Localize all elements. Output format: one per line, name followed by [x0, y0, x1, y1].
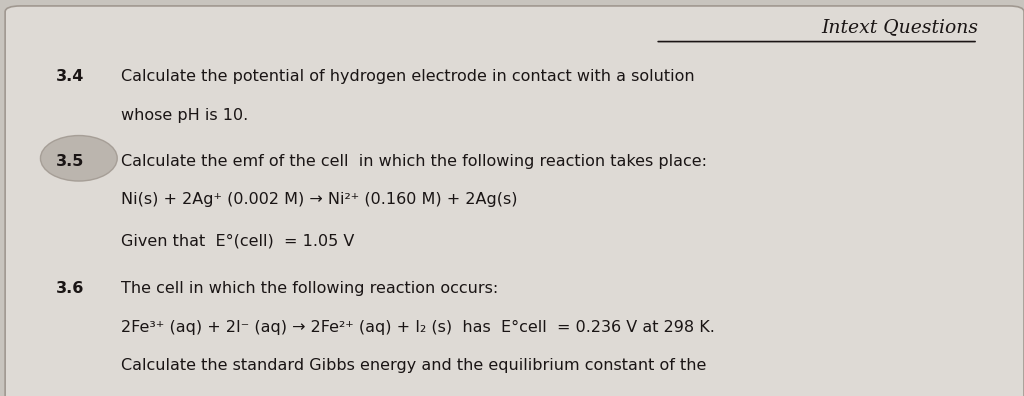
- Text: Ni(s) + 2Ag⁺ (0.002 M) → Ni²⁺ (0.160 M) + 2Ag(s): Ni(s) + 2Ag⁺ (0.002 M) → Ni²⁺ (0.160 M) …: [121, 192, 517, 207]
- Text: whose pH is 10.: whose pH is 10.: [121, 108, 248, 123]
- Text: 3.6: 3.6: [56, 281, 85, 296]
- Text: Calculate the emf of the cell  in which the following reaction takes place:: Calculate the emf of the cell in which t…: [121, 154, 707, 169]
- Ellipse shape: [41, 135, 117, 181]
- Text: 3.4: 3.4: [56, 69, 85, 84]
- Text: 3.5: 3.5: [56, 154, 85, 169]
- Text: Calculate the potential of hydrogen electrode in contact with a solution: Calculate the potential of hydrogen elec…: [121, 69, 694, 84]
- FancyBboxPatch shape: [5, 6, 1024, 396]
- Text: Calculate the standard Gibbs energy and the equilibrium constant of the: Calculate the standard Gibbs energy and …: [121, 358, 707, 373]
- Text: 2Fe³⁺ (aq) + 2I⁻ (aq) → 2Fe²⁺ (aq) + I₂ (s)  has  E°cell  = 0.236 V at 298 K.: 2Fe³⁺ (aq) + 2I⁻ (aq) → 2Fe²⁺ (aq) + I₂ …: [121, 320, 715, 335]
- Text: Intext Questions: Intext Questions: [821, 18, 978, 36]
- Text: The cell in which the following reaction occurs:: The cell in which the following reaction…: [121, 281, 498, 296]
- Text: Given that  E°(cell)  = 1.05 V: Given that E°(cell) = 1.05 V: [121, 233, 354, 248]
